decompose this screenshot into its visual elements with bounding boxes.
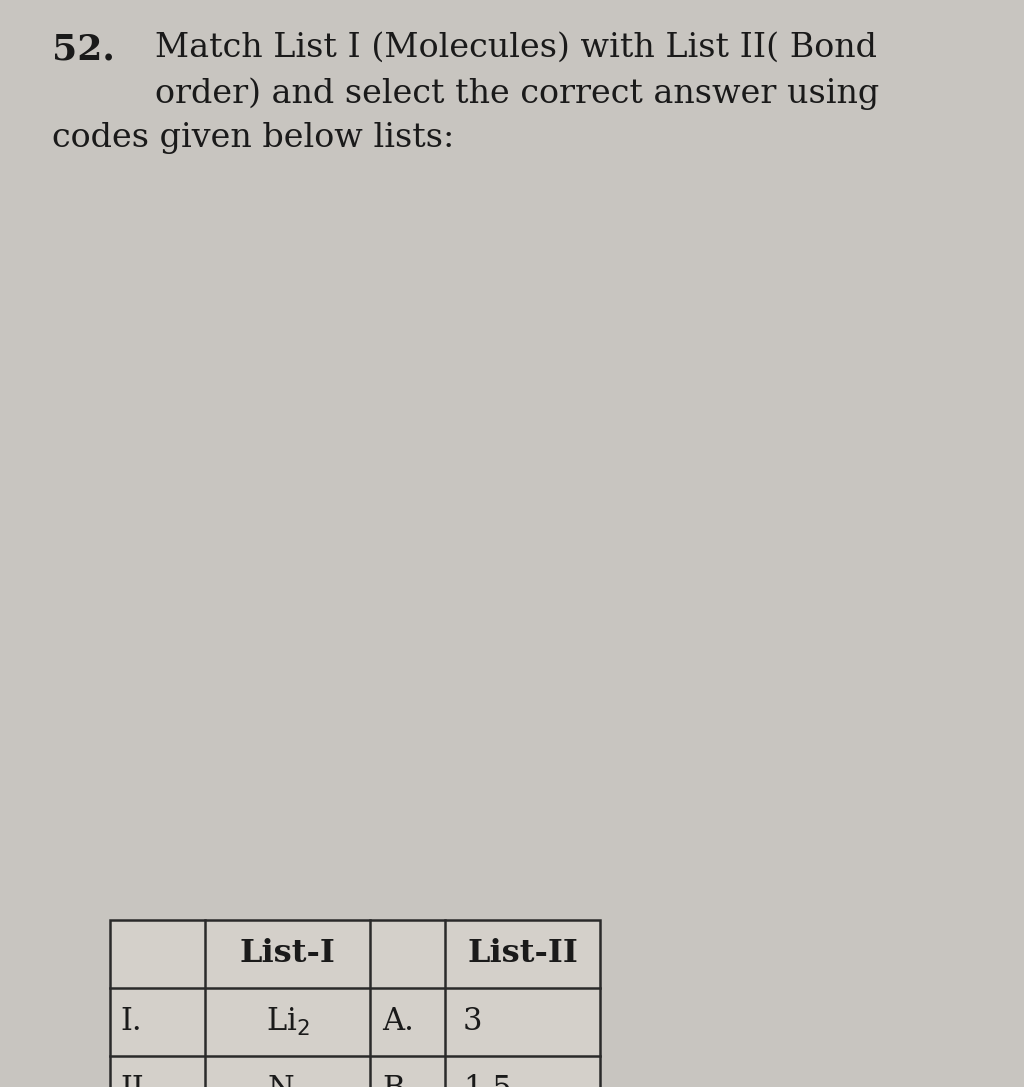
Text: 1.5: 1.5 [463, 1075, 512, 1087]
Text: List-II: List-II [467, 938, 578, 970]
Text: Li$_2$: Li$_2$ [265, 1005, 309, 1038]
Text: B.: B. [382, 1075, 414, 1087]
Text: 3: 3 [463, 1007, 482, 1037]
Text: A.: A. [382, 1007, 414, 1037]
Bar [110, 920, 600, 1087]
Text: I.: I. [120, 1007, 141, 1037]
Text: Match List I (Molecules) with List II( Bond: Match List I (Molecules) with List II( B… [155, 32, 877, 64]
Text: codes given below lists:: codes given below lists: [52, 122, 455, 154]
Text: N$_2$: N$_2$ [267, 1074, 308, 1087]
Bar [110, 920, 600, 1087]
Text: order) and select the correct answer using: order) and select the correct answer usi… [155, 77, 880, 110]
Text: 52.: 52. [52, 32, 115, 66]
Text: II.: II. [120, 1075, 154, 1087]
Text: List-I: List-I [240, 938, 336, 970]
